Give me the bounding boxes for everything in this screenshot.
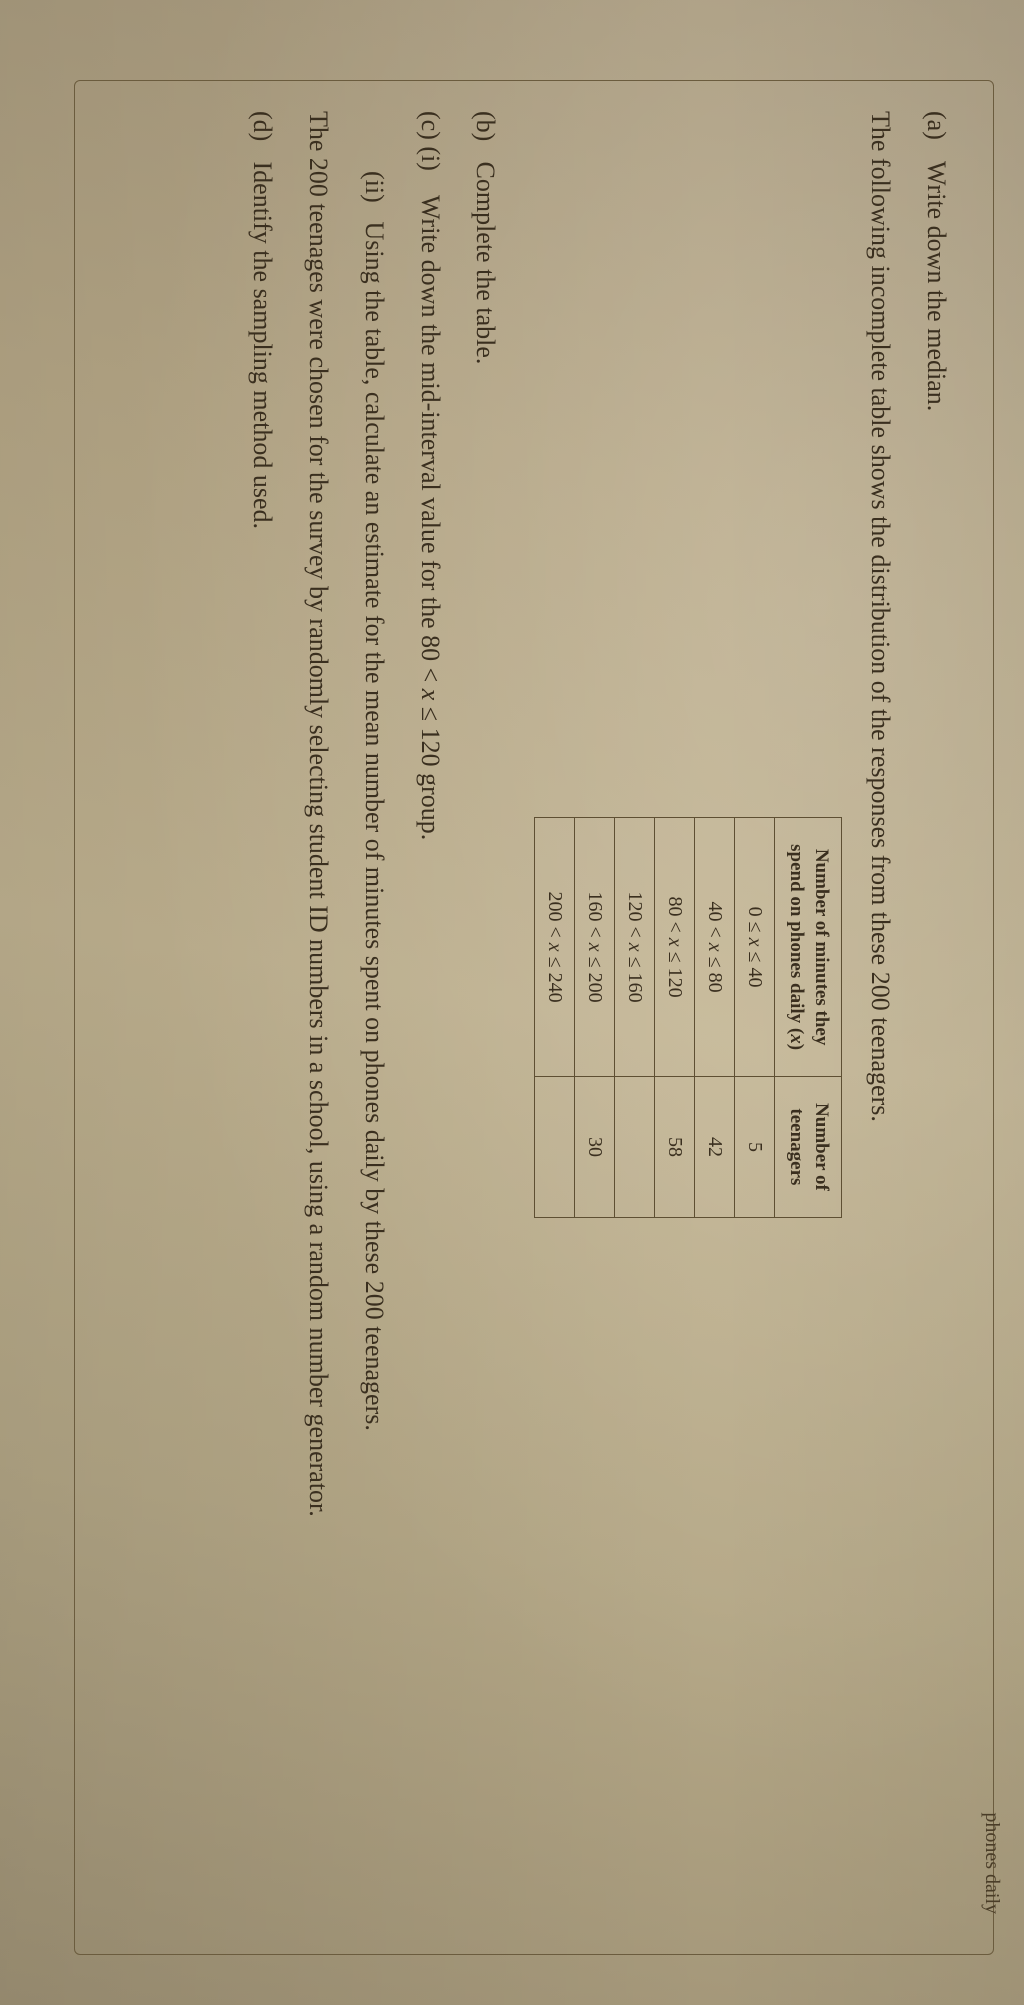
part-b-label: (b) bbox=[467, 111, 505, 155]
interval-cell: 160 < x ≤ 200 bbox=[575, 818, 615, 1077]
table-intro: The following incomplete table shows the… bbox=[862, 111, 900, 1924]
frequency-table: Number of minutes they spend on phones d… bbox=[534, 817, 841, 1218]
table-row: 120 < x ≤ 160 bbox=[615, 818, 655, 1218]
part-c-i-suffix: group. bbox=[416, 767, 445, 841]
part-a-text: Write down the median. bbox=[922, 161, 951, 411]
table-row: 160 < x ≤ 200 30 bbox=[575, 818, 615, 1218]
part-c-i: (c) (i) Write down the mid-interval valu… bbox=[411, 111, 449, 1924]
part-d-text: Identify the sampling method used. bbox=[249, 162, 278, 530]
interval-cell: 200 < x ≤ 240 bbox=[535, 818, 575, 1077]
interval-cell: 80 < x ≤ 120 bbox=[655, 818, 695, 1077]
part-c-i-interval: 80 < x ≤ 120 bbox=[416, 635, 445, 767]
table-header-row: Number of minutes they spend on phones d… bbox=[775, 818, 841, 1218]
header-minutes: Number of minutes they spend on phones d… bbox=[775, 818, 841, 1077]
table-row: 0 ≤ x ≤ 40 5 bbox=[735, 818, 775, 1218]
part-c-ii-label: (ii) bbox=[355, 171, 393, 215]
freq-cell: 5 bbox=[735, 1077, 775, 1218]
question-frame: phones daily (a) Write down the median. … bbox=[74, 80, 994, 1955]
part-c-ii: (ii) Using the table, calculate an estim… bbox=[355, 171, 393, 1924]
table-body: 0 ≤ x ≤ 40 5 40 < x ≤ 80 42 80 < x ≤ 120… bbox=[535, 818, 775, 1218]
interval-cell: 40 < x ≤ 80 bbox=[695, 818, 735, 1077]
freq-cell bbox=[535, 1077, 575, 1218]
part-d-label: (d) bbox=[244, 111, 282, 155]
table-row: 200 < x ≤ 240 bbox=[535, 818, 575, 1218]
part-c-i-label: (c) (i) bbox=[411, 111, 449, 189]
freq-cell: 42 bbox=[695, 1077, 735, 1218]
part-a-label: (a) bbox=[917, 111, 955, 155]
freq-cell: 58 bbox=[655, 1077, 695, 1218]
survey-context: The 200 teenages were chosen for the sur… bbox=[300, 111, 338, 1924]
header-frequency: Number of teenagers bbox=[775, 1077, 841, 1218]
part-a: (a) Write down the median. bbox=[917, 111, 955, 1924]
part-d: (d) Identify the sampling method used. bbox=[244, 111, 282, 1924]
part-b-text: Complete the table. bbox=[471, 162, 500, 365]
exam-page: phones daily (a) Write down the median. … bbox=[0, 0, 1024, 2005]
cutoff-text: phones daily bbox=[980, 1812, 1003, 1914]
interval-cell: 120 < x ≤ 160 bbox=[615, 818, 655, 1077]
table-row: 80 < x ≤ 120 58 bbox=[655, 818, 695, 1218]
part-b: (b) Complete the table. bbox=[467, 111, 505, 1924]
interval-cell: 0 ≤ x ≤ 40 bbox=[735, 818, 775, 1077]
freq-cell bbox=[615, 1077, 655, 1218]
freq-cell: 30 bbox=[575, 1077, 615, 1218]
table-row: 40 < x ≤ 80 42 bbox=[695, 818, 735, 1218]
part-c-i-prefix: Write down the mid-interval value for th… bbox=[416, 195, 445, 635]
part-c-ii-text: Using the table, calculate an estimate f… bbox=[360, 222, 389, 1431]
